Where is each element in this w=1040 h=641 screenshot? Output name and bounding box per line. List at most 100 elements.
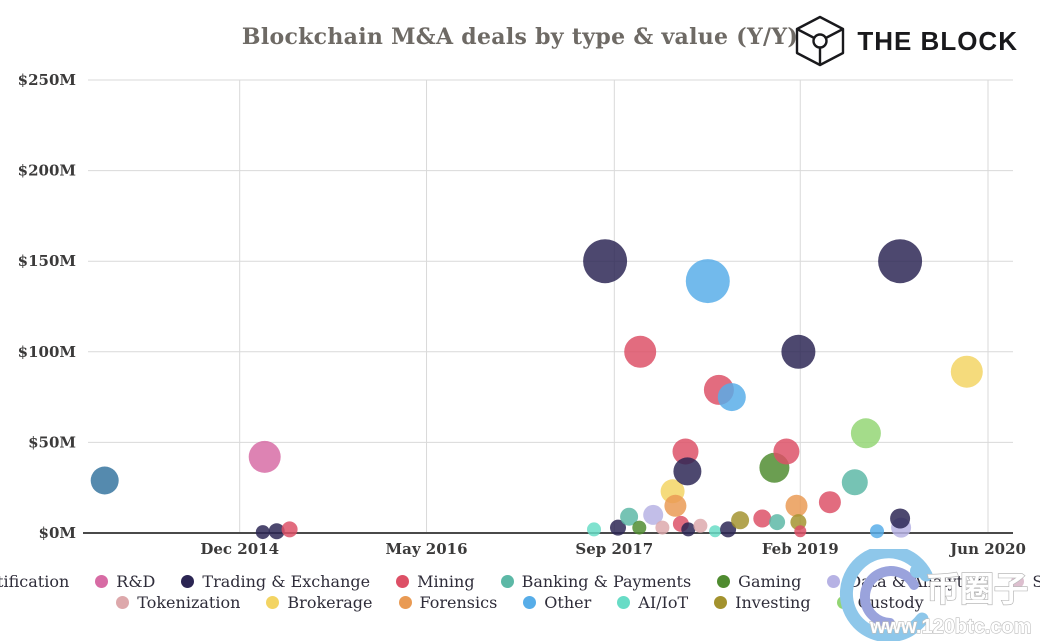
bubble-forensics[interactable] — [785, 494, 808, 517]
bubble-tokenization[interactable] — [693, 518, 708, 533]
logo-wordmark: THE BLOCK — [857, 25, 1018, 56]
bubble-chart: Dec 2014 May 2016 Sep 2017 Feb 2019 Jun 2020… — [18, 71, 1026, 558]
bubble-aiiot[interactable] — [587, 522, 601, 537]
bubble-mining[interactable] — [794, 525, 807, 538]
legend-label: Investing — [735, 593, 811, 612]
legend-label: Forensics — [419, 593, 498, 612]
page-title: Blockchain M&A deals by type & value (Y/… — [241, 24, 799, 50]
legend-dot-icon — [500, 575, 514, 588]
legend-dot-icon — [617, 596, 631, 609]
legend-item-brokerage[interactable]: Brokerage — [266, 593, 373, 612]
y-axis-tick-label: $250M — [18, 71, 76, 89]
bubble-aiiot[interactable] — [709, 525, 722, 538]
bubble-forensics[interactable] — [664, 494, 687, 517]
legend-label: Other — [544, 593, 592, 612]
cube-logo-icon — [796, 15, 845, 67]
legend-label: AI/IoT — [638, 593, 689, 612]
the-block-logo: THE BLOCK — [793, 14, 1018, 68]
bubble-banking[interactable] — [769, 514, 786, 531]
legend-row-1: Identification R&D Trading & Exchange Minin… — [0, 572, 1040, 591]
bubble-banking[interactable] — [620, 507, 639, 526]
legend-label: Trading & Exchange — [202, 572, 371, 591]
bubble-trading[interactable] — [268, 523, 285, 540]
bubble-identification[interactable] — [90, 466, 119, 495]
legend-item-forensics[interactable]: Forensics — [398, 593, 498, 612]
bubble-trading[interactable] — [720, 521, 737, 538]
y-axis-tick-label: $100M — [18, 343, 76, 361]
legend-row-2: Tokenization Brokerage Forensics Other AI/Io… — [116, 593, 924, 612]
legend-dot-icon — [266, 596, 280, 609]
legend-item-aiiot[interactable]: AI/IoT — [617, 593, 688, 612]
bubble-mining[interactable] — [672, 438, 699, 465]
legend-label: R&D — [116, 572, 156, 591]
legend-item-security[interactable]: Security — [1011, 572, 1040, 591]
legend-item-rd[interactable]: R&D — [95, 572, 155, 591]
bubble-other[interactable] — [685, 259, 730, 304]
y-axis-tick-label: $200M — [18, 162, 76, 180]
bubble-trading[interactable] — [781, 334, 816, 369]
bubble-trading[interactable] — [610, 519, 626, 536]
bubble-brokerage[interactable] — [950, 355, 983, 388]
legend-dot-icon — [1011, 575, 1025, 588]
bubble-data_analytics[interactable] — [643, 504, 664, 525]
bubble-mining[interactable] — [624, 335, 657, 368]
legend-dot-icon — [717, 575, 731, 588]
bubble-other[interactable] — [870, 524, 884, 539]
legend-label: Banking & Payments — [521, 572, 692, 591]
legend-label: Mining — [417, 572, 475, 591]
legend-dot-icon — [95, 575, 109, 588]
bubble-rd[interactable] — [248, 440, 281, 473]
x-axis-tick-label: May 2016 — [386, 540, 468, 558]
bubble-mining[interactable] — [818, 491, 841, 514]
bubble-trading[interactable] — [878, 239, 923, 284]
legend-item-other[interactable]: Other — [523, 593, 591, 612]
x-axis-tick-label: Jun 2020 — [948, 540, 1026, 558]
legend-item-mining[interactable]: Mining — [396, 572, 475, 591]
x-axis-tick-label: Feb 2019 — [762, 540, 839, 558]
legend-dot-icon — [398, 596, 412, 609]
bubble-tokenization[interactable] — [655, 520, 670, 535]
bubble-investing[interactable] — [731, 511, 750, 530]
legend-item-custody[interactable]: Custody — [836, 593, 924, 612]
chart-legend: Identification R&D Trading & Exchange Minin… — [0, 572, 1040, 612]
legend-label: Security — [1032, 572, 1040, 591]
legend-item-trading[interactable]: Trading & Exchange — [181, 572, 370, 591]
legend-item-tokenization[interactable]: Tokenization — [116, 593, 240, 612]
watermark-url-text: www.120btc.com — [869, 616, 1032, 638]
bubble-other[interactable] — [717, 383, 746, 412]
legend-label: Data & Analytics — [848, 572, 986, 591]
legend-dot-icon — [116, 596, 130, 609]
x-axis-tick-label: Sep 2017 — [575, 540, 653, 558]
bubble-mining[interactable] — [773, 438, 800, 465]
legend-item-investing[interactable]: Investing — [714, 593, 811, 612]
legend-label: Identification — [0, 572, 70, 591]
legend-dot-icon — [827, 575, 841, 588]
legend-item-data_analytics[interactable]: Data & Analytics — [827, 572, 985, 591]
legend-label: Gaming — [738, 572, 802, 591]
bubble-trading[interactable] — [890, 508, 911, 529]
legend-item-identification[interactable]: Identification — [0, 572, 69, 591]
legend-label: Custody — [857, 593, 924, 612]
legend-dot-icon — [181, 575, 195, 588]
y-axis-tick-label: $50M — [28, 433, 76, 451]
bubble-trading[interactable] — [681, 522, 696, 537]
legend-label: Brokerage — [287, 593, 373, 612]
legend-dot-icon — [396, 575, 410, 588]
bubble-trading[interactable] — [673, 457, 702, 486]
legend-dot-icon — [523, 596, 537, 609]
x-axis-tick-label: Dec 2014 — [200, 540, 279, 558]
bubble-trading[interactable] — [583, 239, 628, 284]
y-axis-tick-label: $150M — [18, 252, 76, 270]
bubble-trading[interactable] — [255, 525, 270, 540]
bubble-banking[interactable] — [841, 469, 868, 496]
legend-dot-icon — [714, 596, 728, 609]
bubble-gaming[interactable] — [632, 520, 647, 535]
bubble-mining[interactable] — [281, 521, 298, 538]
legend-dot-icon — [836, 596, 850, 609]
legend-item-banking[interactable]: Banking & Payments — [500, 572, 692, 591]
legend-item-gaming[interactable]: Gaming — [717, 572, 801, 591]
bubble-custody[interactable] — [850, 418, 881, 449]
legend-label: Tokenization — [137, 593, 241, 612]
y-axis-tick-label: $0M — [39, 524, 76, 542]
bubble-mining[interactable] — [753, 509, 772, 528]
